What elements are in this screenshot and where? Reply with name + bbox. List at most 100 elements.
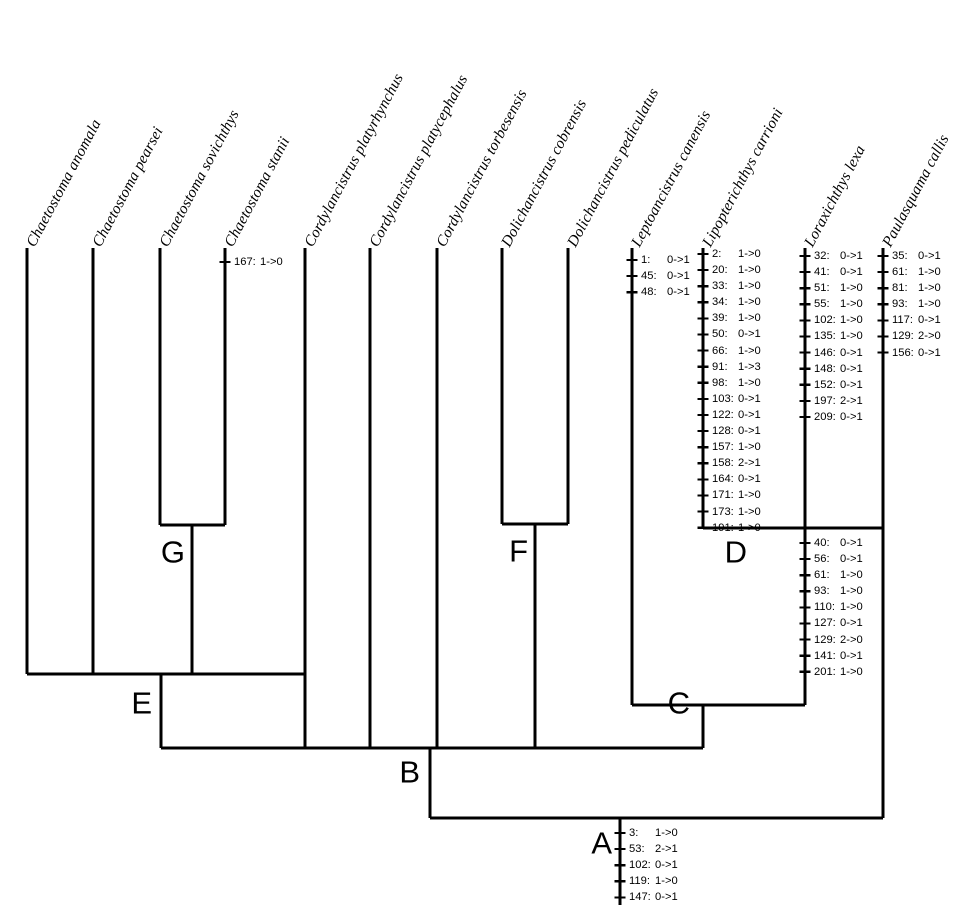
character-changes-chars-chaetostoma-stanii: 167: 1->0: [234, 254, 283, 270]
node-letter-node-a: A: [591, 825, 612, 861]
character-state-change: 1->0: [738, 248, 761, 260]
character-change-entry: 158: 2->1: [712, 455, 761, 471]
character-change-entry: 51: 1->0: [814, 280, 863, 296]
character-change-entry: 20: 1->0: [712, 262, 761, 278]
character-change-entry: 164: 0->1: [712, 471, 761, 487]
character-change-entry: 1: 0->1: [641, 252, 690, 268]
character-state-change: 2->0: [918, 330, 941, 343]
character-change-entry: 35: 0->1: [892, 248, 941, 264]
character-changes-chars-lipopterichthys-carrioni: 2: 1->0 20: 1->0 33: 1->0 34: 1->0 39: 1->0 50: 0->…: [712, 246, 761, 536]
character-state-change: 0->1: [840, 266, 863, 279]
character-state-change: 1->0: [840, 569, 863, 582]
character-state-change: 0->1: [840, 553, 863, 566]
character-change-entry: 127: 0->1: [814, 615, 863, 631]
character-change-entry: 39: 1->0: [712, 310, 761, 326]
character-state-change: 1->0: [840, 282, 863, 295]
character-number: 117:: [892, 314, 913, 327]
character-number: 50:: [712, 328, 728, 341]
character-state-change: 0->1: [840, 617, 863, 630]
character-change-entry: 171: 1->0: [712, 487, 761, 503]
character-number: 129:: [814, 633, 836, 646]
character-number: 173:: [712, 505, 734, 518]
character-state-change: 0->1: [840, 250, 863, 262]
character-change-entry: 93: 1->0: [814, 583, 863, 599]
character-number: 156:: [892, 346, 914, 359]
character-state-change: 1->0: [738, 441, 761, 454]
character-change-entry: 102: 0->1: [629, 857, 678, 873]
character-number: 55:: [814, 298, 830, 311]
character-number: 152:: [814, 378, 836, 391]
character-changes-chars-paulasquama-callis: 35: 0->1 61: 1->0 81: 1->0 93: 1->0 117: 0->1 129:…: [892, 248, 941, 361]
character-state-change: 0->1: [840, 346, 863, 359]
character-change-entry: 98: 1->0: [712, 375, 761, 391]
node-letter-node-c: C: [667, 685, 690, 721]
character-number: 53:: [629, 843, 645, 856]
character-change-entry: 135: 1->0: [814, 328, 863, 344]
character-change-entry: 157: 1->0: [712, 439, 761, 455]
character-change-entry: 173: 1->0: [712, 504, 761, 520]
character-number: 146:: [814, 346, 836, 359]
character-number: 191:: [712, 521, 734, 534]
character-number: 164:: [712, 473, 734, 486]
character-number: 127:: [814, 617, 836, 630]
character-number: 3:: [629, 827, 639, 839]
character-state-change: 1->0: [738, 505, 761, 518]
character-number: 135:: [814, 330, 836, 343]
character-state-change: 0->1: [840, 649, 863, 662]
character-number: 91:: [712, 360, 728, 373]
character-change-entry: 50: 0->1: [712, 326, 761, 342]
character-number: 61:: [892, 266, 908, 279]
character-number: 32:: [814, 250, 830, 262]
character-number: 81:: [892, 282, 908, 295]
character-change-entry: 148: 0->1: [814, 361, 863, 377]
character-number: 35:: [892, 250, 908, 262]
character-change-entry: 33: 1->0: [712, 278, 761, 294]
character-change-entry: 117: 0->1: [892, 312, 941, 328]
character-change-entry: 81: 1->0: [892, 280, 941, 296]
character-state-change: 1->0: [840, 330, 863, 343]
character-number: 157:: [712, 441, 734, 454]
character-state-change: 1->0: [918, 298, 941, 311]
character-number: 201:: [814, 665, 836, 678]
character-number: 110:: [814, 601, 835, 614]
character-number: 148:: [814, 362, 836, 375]
character-state-change: 0->1: [840, 362, 863, 375]
character-state-change: 1->0: [840, 585, 863, 598]
character-number: 45:: [641, 270, 657, 283]
character-state-change: 0->1: [738, 328, 761, 341]
character-number: 39:: [712, 312, 728, 325]
character-change-entry: 152: 0->1: [814, 377, 863, 393]
character-change-entry: 48: 0->1: [641, 284, 690, 300]
character-change-entry: 129: 2->0: [814, 632, 863, 648]
character-state-change: 0->1: [738, 408, 761, 421]
character-state-change: 1->3: [738, 360, 761, 373]
character-change-entry: 61: 1->0: [814, 567, 863, 583]
character-number: 33:: [712, 280, 728, 293]
character-number: 40:: [814, 537, 830, 549]
character-change-entry: 2: 1->0: [712, 246, 761, 262]
character-number: 48:: [641, 286, 657, 299]
character-change-entry: 34: 1->0: [712, 294, 761, 310]
character-state-change: 0->1: [655, 891, 678, 904]
character-number: 56:: [814, 553, 830, 566]
character-state-change: 1->0: [918, 282, 941, 295]
character-number: 129:: [892, 330, 914, 343]
character-change-entry: 197: 2->1: [814, 393, 863, 409]
character-number: 1:: [641, 254, 651, 266]
character-number: 102:: [814, 314, 836, 327]
character-number: 98:: [712, 376, 728, 389]
character-state-change: 1->0: [738, 264, 761, 277]
node-letter-node-g: G: [160, 534, 185, 570]
character-number: 34:: [712, 296, 728, 309]
character-state-change: 1->0: [738, 280, 761, 293]
character-state-change: 1->0: [918, 266, 941, 279]
character-change-entry: 91: 1->3: [712, 359, 761, 375]
character-change-entry: 129: 2->0: [892, 328, 941, 344]
character-state-change: 1->0: [840, 298, 863, 311]
character-state-change: 0->1: [738, 473, 761, 486]
character-change-entry: 93: 1->0: [892, 296, 941, 312]
character-state-change: 0->1: [655, 859, 678, 872]
character-number: 41:: [814, 266, 830, 279]
